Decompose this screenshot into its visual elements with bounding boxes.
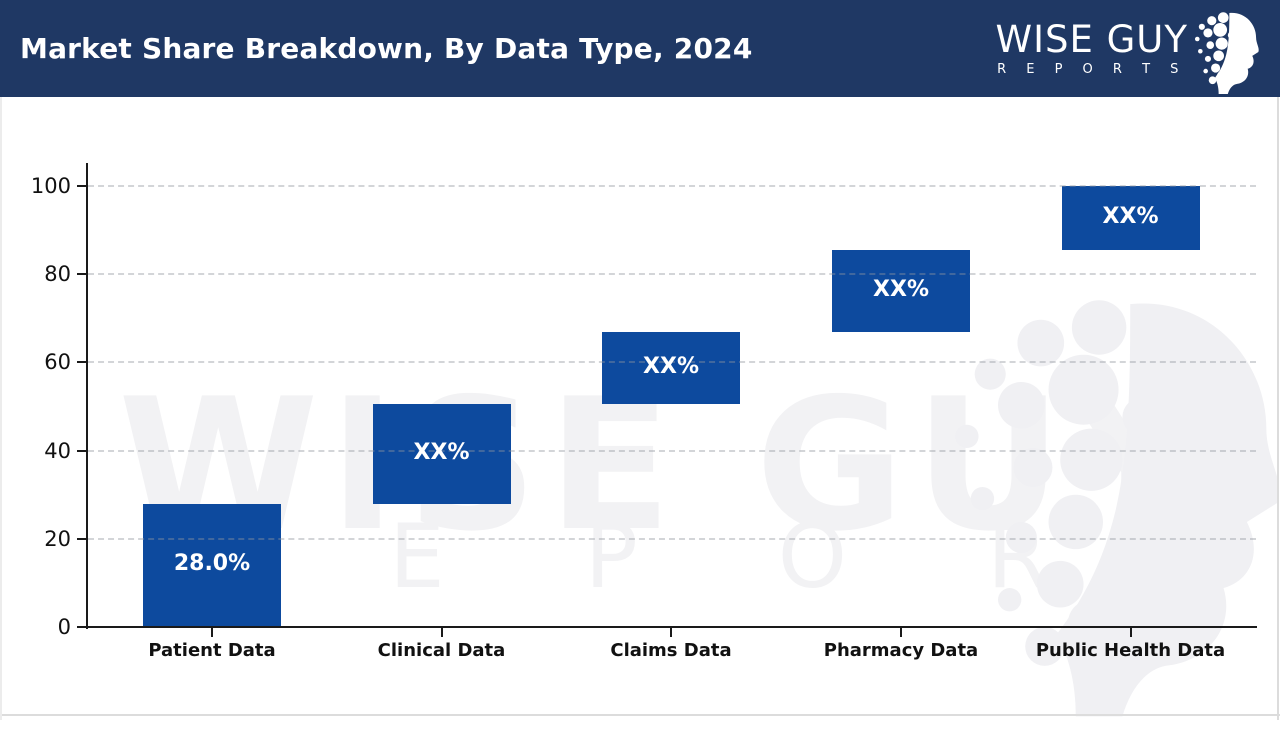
y-tick-label: 20: [44, 526, 71, 551]
y-axis-line: [86, 163, 88, 629]
bar-value-label: XX%: [873, 276, 929, 302]
header-bar: Market Share Breakdown, By Data Type, 20…: [0, 0, 1280, 97]
x-tick-label: Claims Data: [610, 640, 732, 661]
gridline: [88, 185, 1256, 187]
wiseguy-logo-name: WISE GUY: [995, 18, 1188, 61]
y-tick-label: 0: [57, 615, 71, 639]
bar-segment: [143, 503, 281, 627]
wiseguy-logo: WISE GUY R E P O R T S: [996, 6, 1266, 94]
x-tick-label: Clinical Data: [377, 640, 506, 661]
y-tick-label: 80: [44, 262, 71, 287]
y-tick-label: 40: [44, 438, 71, 463]
gridline: [88, 449, 1256, 452]
y-tick-label: 60: [44, 350, 71, 375]
y-tick-mark: [77, 537, 86, 540]
gridline: [88, 273, 1256, 276]
page-bottom-hairline: [0, 714, 1280, 716]
x-tick-mark: [670, 628, 672, 637]
bar-segment: [1061, 186, 1200, 250]
bar-value-label: XX%: [1102, 203, 1159, 229]
gridline: [88, 361, 1256, 364]
wiseguy-logo-text: WISE GUY R E P O R T S: [996, 20, 1188, 78]
bar-segment: [832, 249, 970, 332]
y-tick-mark: [77, 449, 86, 452]
y-tick-mark: [77, 185, 86, 187]
page-right-hairline: [1277, 97, 1279, 720]
x-tick-label: Pharmacy Data: [823, 640, 979, 661]
bar-value-label: XX%: [643, 353, 699, 379]
bar-segment: [372, 404, 511, 504]
wiseguy-logo-sub: R E P O R T S: [997, 62, 1187, 77]
page-title: Market Share Breakdown, By Data Type, 20…: [20, 32, 753, 65]
x-tick-mark: [211, 628, 213, 637]
gridline: [88, 537, 1256, 540]
y-tick-mark: [77, 273, 86, 276]
watermark-head-icon: [955, 300, 1278, 717]
x-tick-label: Public Health Data: [1035, 640, 1226, 661]
x-tick-mark: [440, 628, 443, 637]
x-tick-mark: [1129, 628, 1132, 637]
y-tick-label: 100: [30, 174, 71, 198]
bar-value-label: 28.0%: [173, 551, 251, 577]
x-axis-line: [86, 626, 1257, 628]
y-tick-mark: [77, 361, 86, 364]
bar-segment: [602, 331, 740, 405]
chart-area: WISE GUY R E P O R T S 02040608010028.0%…: [0, 97, 1280, 720]
x-tick-mark: [900, 628, 902, 637]
x-tick-label: Patient Data: [148, 640, 276, 661]
dotted-head-icon: [1194, 12, 1259, 94]
y-tick-mark: [77, 626, 86, 628]
bar-value-label: XX%: [413, 439, 470, 465]
page-left-hairline: [0, 97, 2, 720]
